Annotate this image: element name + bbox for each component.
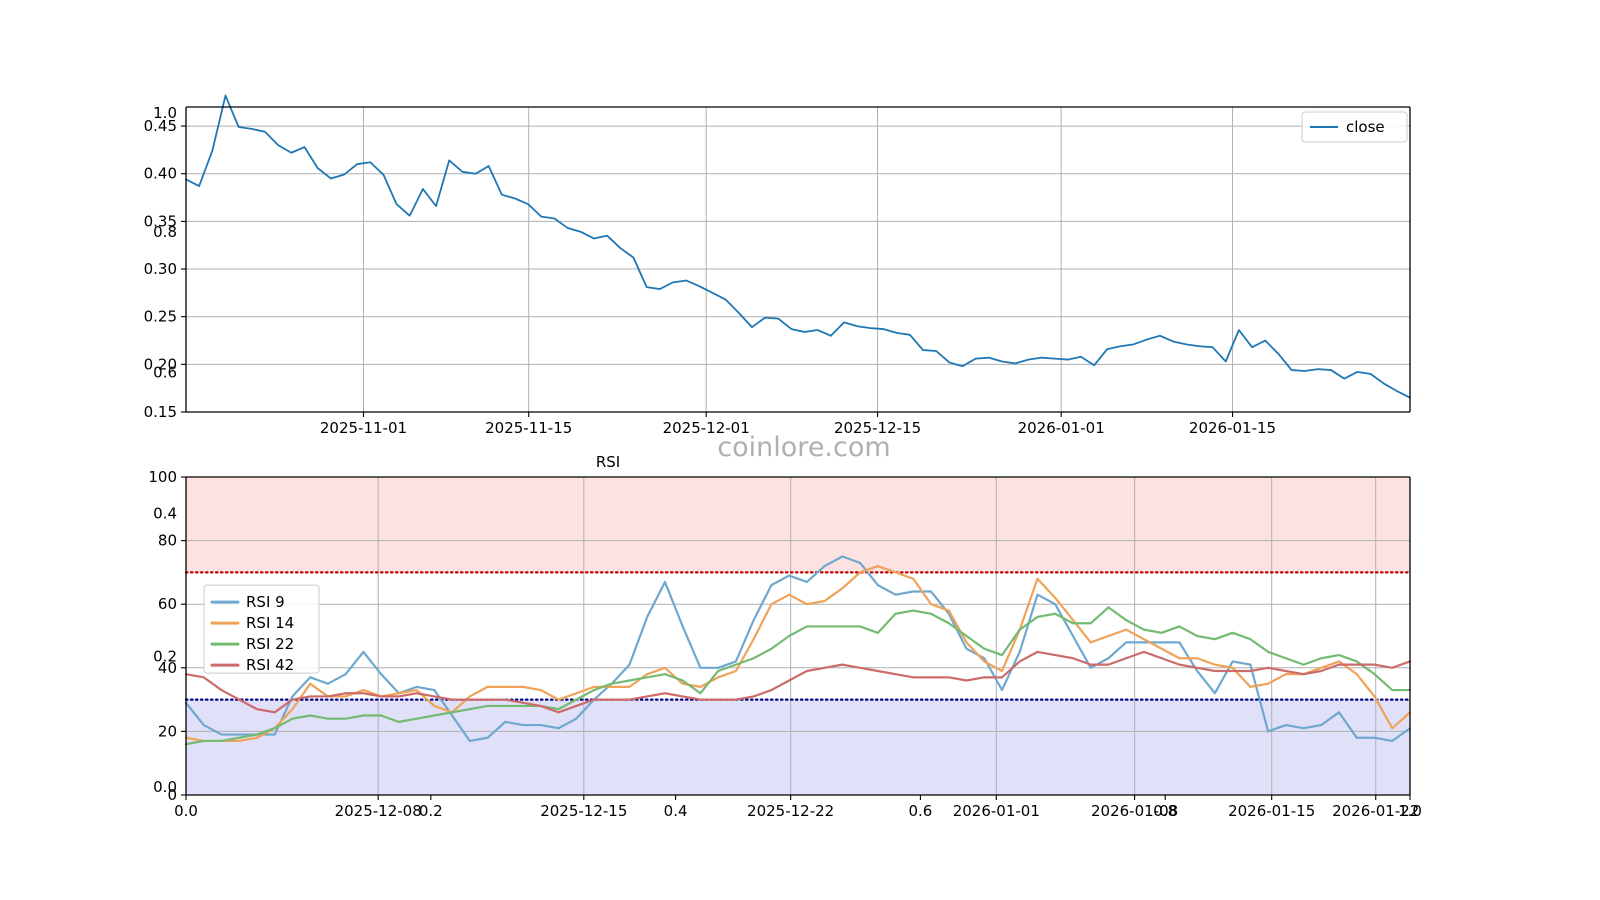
price-plot-background <box>186 107 1410 412</box>
price-ytick-label: 0.20 <box>144 355 177 373</box>
rsi-ytick-label: 60 <box>158 595 177 613</box>
rsi-xtick-label-secondary: 0.6 <box>908 802 932 820</box>
price-ytick-label-secondary: 1.0 <box>153 104 177 122</box>
rsi-xtick-label-secondary: 0.2 <box>419 802 443 820</box>
price-ytick-label-secondary: 0.6 <box>153 363 177 381</box>
rsi-ytick-label: 0 <box>167 786 177 804</box>
rsi-panel: 0 20 40 60 80 100 0.0 0.2 0.4 2025-12-08 2025-12-1… <box>148 453 1422 820</box>
price-ytick-label: 0.25 <box>144 308 177 326</box>
rsi-panel-title: RSI <box>596 453 620 471</box>
rsi-xtick-label: 2025-12-15 <box>540 802 627 820</box>
legend-label-rsi-22: RSI 22 <box>246 635 294 653</box>
price-ytick-label-secondary: 0.8 <box>153 223 177 241</box>
rsi-xtick-label-secondary: 1.0 <box>1398 802 1422 820</box>
rsi-overbought-zone <box>186 477 1410 573</box>
rsi-xtick-label: 2026-01-22 <box>1332 802 1419 820</box>
rsi-line-rsi-42 <box>184 650 1412 714</box>
legend-label-close: close <box>1346 118 1385 136</box>
watermark-text: coinlore.com <box>717 432 890 463</box>
legend-label-rsi-14: RSI 14 <box>246 614 294 632</box>
legend-label-rsi-42: RSI 42 <box>246 656 294 674</box>
rsi-xtick-label-secondary: 0.8 <box>1153 802 1177 820</box>
price-legend[interactable]: close <box>1301 111 1408 143</box>
price-xtick-label: 2026-01-15 <box>1189 419 1276 437</box>
rsi-ytick-label: 20 <box>158 722 177 740</box>
price-ytick-label: 0.15 <box>144 403 177 421</box>
close-price-line <box>185 94 1411 399</box>
price-ytick-label: 0.35 <box>144 212 177 230</box>
price-panel: 0.15 0.20 0.25 0.30 0.35 0.40 0.45 0.6 0.8 1.0 202… <box>144 94 1411 437</box>
rsi-xtick-label: 2026-01-08 <box>1091 802 1178 820</box>
rsi-line-rsi-9 <box>184 555 1412 743</box>
rsi-legend-box <box>203 584 320 674</box>
rsi-ytick-label-secondary: 0.0 <box>153 778 177 796</box>
price-xtick-label: 2025-11-15 <box>485 419 572 437</box>
rsi-xtick-label: 2025-12-08 <box>335 802 422 820</box>
rsi-ytick-label-secondary: 0.2 <box>153 648 177 666</box>
rsi-xtick-label: 2026-01-15 <box>1228 802 1315 820</box>
rsi-oversold-zone <box>186 699 1410 795</box>
price-xtick-label: 2025-12-01 <box>663 419 750 437</box>
price-ytick-label: 0.30 <box>144 260 177 278</box>
rsi-line-rsi-14 <box>184 564 1412 743</box>
price-ytick-label: 0.40 <box>144 165 177 183</box>
rsi-xtick-label-secondary: 0.0 <box>174 802 198 820</box>
rsi-legend[interactable]: RSI 9 RSI 14 RSI 22 RSI 42 <box>203 584 320 674</box>
rsi-line-rsi-22 <box>184 606 1412 746</box>
rsi-ytick-label: 40 <box>158 659 177 677</box>
rsi-xtick-label-secondary: 0.4 <box>664 802 688 820</box>
legend-label-rsi-9: RSI 9 <box>246 593 285 611</box>
rsi-xtick-label: 2025-12-22 <box>747 802 834 820</box>
rsi-ytick-label: 80 <box>158 532 177 550</box>
price-xtick-label: 2025-11-01 <box>320 419 407 437</box>
price-xtick-label: 2025-12-15 <box>834 419 921 437</box>
price-ytick-label: 0.45 <box>144 117 177 135</box>
rsi-ytick-label-secondary: 0.4 <box>153 505 177 523</box>
rsi-ytick-label: 100 <box>148 468 177 486</box>
price-xtick-label: 2026-01-01 <box>1018 419 1105 437</box>
rsi-xtick-label: 2026-01-01 <box>953 802 1040 820</box>
price-legend-box <box>1301 111 1408 143</box>
